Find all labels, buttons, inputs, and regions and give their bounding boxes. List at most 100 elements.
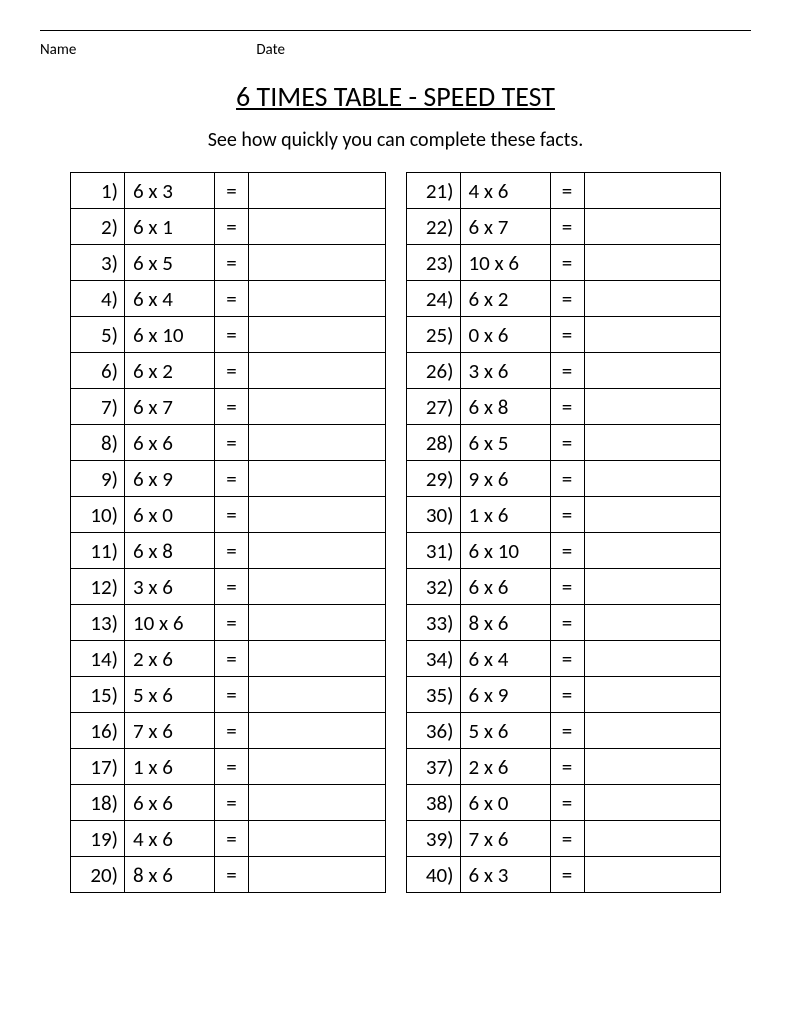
problem-number: 15) xyxy=(71,677,125,713)
equals-sign: = xyxy=(550,353,584,389)
answer-cell[interactable] xyxy=(584,317,721,353)
answer-cell[interactable] xyxy=(584,605,721,641)
equals-sign: = xyxy=(215,641,249,677)
answer-cell[interactable] xyxy=(249,497,386,533)
answer-cell[interactable] xyxy=(584,821,721,857)
answer-cell[interactable] xyxy=(584,425,721,461)
equals-sign: = xyxy=(215,461,249,497)
problem-row: 40)6 x 3= xyxy=(406,857,721,893)
answer-cell[interactable] xyxy=(584,857,721,893)
problem-row: 39)7 x 6= xyxy=(406,821,721,857)
problem-expression: 1 x 6 xyxy=(460,497,550,533)
problem-row: 1)6 x 3= xyxy=(71,173,386,209)
answer-cell[interactable] xyxy=(249,749,386,785)
problem-number: 1) xyxy=(71,173,125,209)
problem-number: 36) xyxy=(406,713,460,749)
answer-cell[interactable] xyxy=(249,641,386,677)
answer-cell[interactable] xyxy=(249,425,386,461)
problem-expression: 3 x 6 xyxy=(125,569,215,605)
answer-cell[interactable] xyxy=(584,281,721,317)
answer-cell[interactable] xyxy=(249,173,386,209)
answer-cell[interactable] xyxy=(249,209,386,245)
problem-row: 9)6 x 9= xyxy=(71,461,386,497)
problem-expression: 6 x 6 xyxy=(460,569,550,605)
problem-expression: 6 x 3 xyxy=(460,857,550,893)
date-label: Date xyxy=(256,41,285,59)
problem-expression: 5 x 6 xyxy=(460,713,550,749)
answer-cell[interactable] xyxy=(249,353,386,389)
problem-expression: 6 x 5 xyxy=(460,425,550,461)
answer-cell[interactable] xyxy=(584,497,721,533)
answer-cell[interactable] xyxy=(249,533,386,569)
answer-cell[interactable] xyxy=(584,569,721,605)
equals-sign: = xyxy=(550,641,584,677)
answer-cell[interactable] xyxy=(249,785,386,821)
problem-number: 10) xyxy=(71,497,125,533)
answer-cell[interactable] xyxy=(584,353,721,389)
problem-expression: 5 x 6 xyxy=(125,677,215,713)
answer-cell[interactable] xyxy=(584,461,721,497)
answer-cell[interactable] xyxy=(249,677,386,713)
problem-expression: 6 x 9 xyxy=(460,677,550,713)
answer-cell[interactable] xyxy=(249,857,386,893)
problem-expression: 10 x 6 xyxy=(460,245,550,281)
problem-row: 33)8 x 6= xyxy=(406,605,721,641)
equals-sign: = xyxy=(550,605,584,641)
problem-number: 26) xyxy=(406,353,460,389)
problem-number: 2) xyxy=(71,209,125,245)
left-table: 1)6 x 3=2)6 x 1=3)6 x 5=4)6 x 4=5)6 x 10… xyxy=(70,172,386,893)
answer-cell[interactable] xyxy=(584,785,721,821)
answer-cell[interactable] xyxy=(249,281,386,317)
problem-row: 25)0 x 6= xyxy=(406,317,721,353)
problem-expression: 6 x 2 xyxy=(460,281,550,317)
equals-sign: = xyxy=(215,497,249,533)
problems-grid: 1)6 x 3=2)6 x 1=3)6 x 5=4)6 x 4=5)6 x 10… xyxy=(70,172,721,893)
problem-number: 16) xyxy=(71,713,125,749)
problem-expression: 0 x 6 xyxy=(460,317,550,353)
problem-number: 38) xyxy=(406,785,460,821)
answer-cell[interactable] xyxy=(584,209,721,245)
answer-cell[interactable] xyxy=(249,389,386,425)
answer-cell[interactable] xyxy=(584,173,721,209)
problem-number: 8) xyxy=(71,425,125,461)
problem-expression: 6 x 7 xyxy=(460,209,550,245)
problem-row: 5)6 x 10= xyxy=(71,317,386,353)
answer-cell[interactable] xyxy=(249,461,386,497)
page-title: 6 TIMES TABLE - SPEED TEST xyxy=(40,79,751,114)
answer-cell[interactable] xyxy=(584,389,721,425)
equals-sign: = xyxy=(550,317,584,353)
column-spacer xyxy=(386,172,406,893)
answer-cell[interactable] xyxy=(584,245,721,281)
equals-sign: = xyxy=(215,749,249,785)
problem-number: 6) xyxy=(71,353,125,389)
problem-number: 27) xyxy=(406,389,460,425)
answer-cell[interactable] xyxy=(249,317,386,353)
answer-cell[interactable] xyxy=(249,821,386,857)
answer-cell[interactable] xyxy=(249,605,386,641)
problem-number: 17) xyxy=(71,749,125,785)
answer-cell[interactable] xyxy=(584,677,721,713)
problem-row: 31)6 x 10= xyxy=(406,533,721,569)
answer-cell[interactable] xyxy=(584,749,721,785)
problem-row: 18)6 x 6= xyxy=(71,785,386,821)
problem-row: 34)6 x 4= xyxy=(406,641,721,677)
problem-number: 21) xyxy=(406,173,460,209)
answer-cell[interactable] xyxy=(249,713,386,749)
answer-cell[interactable] xyxy=(584,713,721,749)
equals-sign: = xyxy=(550,677,584,713)
problem-row: 11)6 x 8= xyxy=(71,533,386,569)
equals-sign: = xyxy=(215,425,249,461)
answer-cell[interactable] xyxy=(584,533,721,569)
equals-sign: = xyxy=(550,857,584,893)
equals-sign: = xyxy=(550,425,584,461)
problem-row: 12)3 x 6= xyxy=(71,569,386,605)
problem-number: 32) xyxy=(406,569,460,605)
problem-row: 30)1 x 6= xyxy=(406,497,721,533)
answer-cell[interactable] xyxy=(249,245,386,281)
answer-cell[interactable] xyxy=(249,569,386,605)
problem-number: 28) xyxy=(406,425,460,461)
problem-row: 38)6 x 0= xyxy=(406,785,721,821)
problem-number: 23) xyxy=(406,245,460,281)
answer-cell[interactable] xyxy=(584,641,721,677)
problem-number: 39) xyxy=(406,821,460,857)
